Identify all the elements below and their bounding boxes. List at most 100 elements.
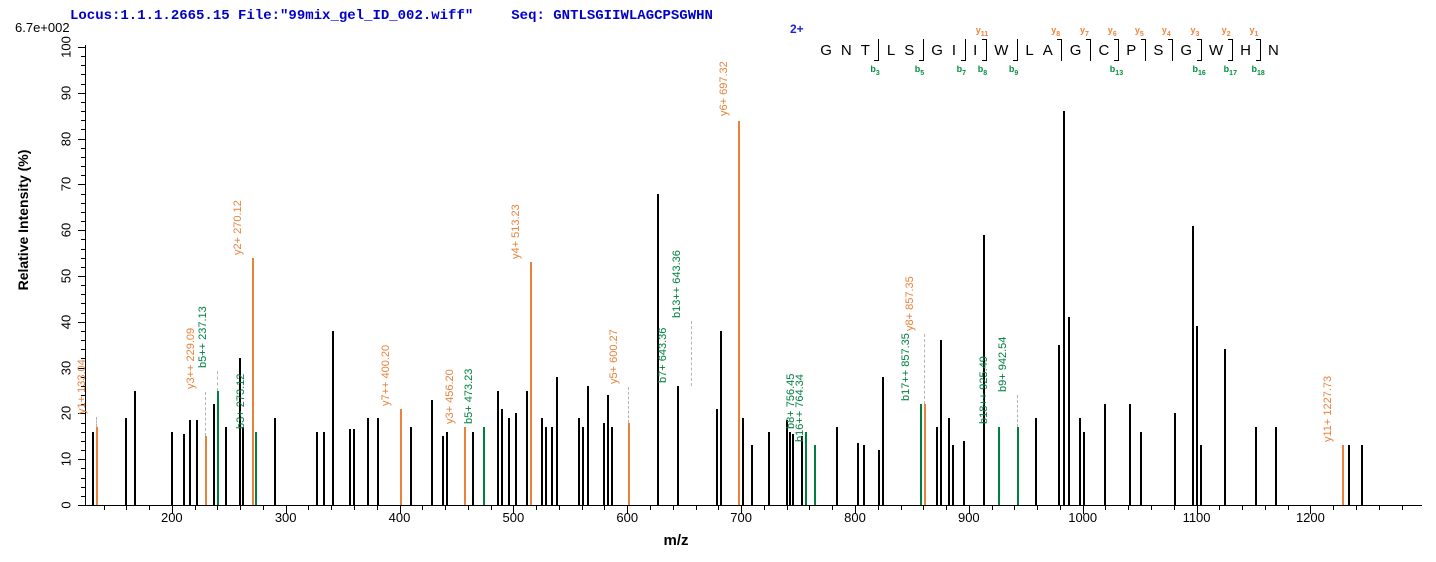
- peak: [1360, 445, 1363, 505]
- y-ion-arm: [1227, 39, 1233, 40]
- peak: [376, 417, 379, 505]
- residue-letter: L: [886, 41, 896, 59]
- peak: [785, 420, 788, 505]
- y-major-tick: [78, 276, 85, 277]
- x-major-tick: [1310, 506, 1312, 514]
- peak-label: y3++ 229.09: [184, 328, 197, 390]
- x-minor-tick: [650, 506, 652, 510]
- x-tick-label: 1100: [1182, 510, 1211, 525]
- x-minor-tick: [1378, 506, 1380, 510]
- peak-label: b5+ 473.23: [462, 368, 475, 425]
- y-ion-arm: [1196, 39, 1202, 40]
- x-minor-tick: [672, 506, 674, 510]
- x-tick-label: 600: [616, 510, 639, 525]
- x-axis-line: [85, 505, 1422, 506]
- peak: [1017, 427, 1020, 505]
- peak: [581, 427, 584, 505]
- peak: [1083, 431, 1086, 505]
- b-ion-label: b5: [914, 64, 925, 77]
- y-ion-label: y4: [1161, 25, 1171, 38]
- peak: [963, 440, 966, 505]
- x-minor-tick: [695, 506, 697, 510]
- x-minor-tick: [1333, 506, 1335, 510]
- residue-letter: C: [1098, 41, 1110, 59]
- peak: [446, 431, 449, 505]
- peak: [882, 376, 885, 505]
- y-minor-tick: [81, 175, 85, 177]
- peak: [801, 436, 804, 505]
- x-minor-tick: [558, 506, 560, 510]
- x-minor-tick: [467, 506, 469, 510]
- header-line: Locus:1.1.1.2665.15 File:"99mix_gel_ID_0…: [70, 8, 713, 24]
- boundary-line: [878, 39, 880, 61]
- x-major-tick: [513, 506, 515, 514]
- x-minor-tick: [1264, 506, 1266, 510]
- peak-label: b9+ 942.54: [997, 336, 1010, 393]
- residue-letter: T: [860, 41, 870, 59]
- b-ion-arm: [874, 60, 880, 61]
- b-ion-arm: [1255, 60, 1261, 61]
- y-minor-tick: [81, 303, 85, 305]
- peak: [862, 445, 865, 505]
- peak: [805, 431, 808, 505]
- peak: [1067, 317, 1070, 505]
- peak: [409, 427, 412, 505]
- y-ion-label: y3: [1190, 25, 1200, 38]
- y-major-tick: [78, 413, 85, 415]
- y-minor-tick: [81, 74, 85, 76]
- peak-label-leader: [690, 320, 692, 386]
- peak: [463, 427, 466, 505]
- x-minor-tick: [604, 506, 606, 510]
- peak: [1223, 349, 1226, 505]
- peak: [792, 434, 795, 505]
- y-minor-tick: [81, 312, 85, 314]
- fragment-boundary-marker: y2 b17: [1222, 25, 1237, 77]
- residue-letter: G: [931, 41, 943, 59]
- peak: [188, 420, 191, 505]
- peak: [1275, 427, 1278, 505]
- peak: [676, 385, 679, 505]
- peak: [251, 257, 254, 505]
- y-major-tick: [78, 92, 85, 94]
- y-major-tick: [78, 459, 85, 461]
- y-major-tick: [78, 47, 85, 48]
- y-minor-tick: [81, 395, 85, 397]
- peak: [587, 385, 590, 505]
- y-minor-tick: [81, 239, 85, 241]
- boundary-line: [964, 39, 966, 61]
- x-minor-tick: [262, 506, 264, 510]
- y-minor-tick: [81, 166, 85, 168]
- peak: [788, 431, 791, 505]
- peak: [1057, 344, 1060, 505]
- peak: [95, 427, 98, 505]
- y-minor-tick: [81, 468, 85, 470]
- x-major-tick: [285, 506, 287, 514]
- x-major-tick: [1082, 506, 1084, 514]
- fragment-boundary-marker: b5: [915, 38, 927, 77]
- y-ion-label: y5: [1134, 25, 1144, 38]
- peak-label-leader: [216, 370, 218, 391]
- peak-label: y4+ 513.23: [509, 204, 522, 260]
- y-minor-tick: [81, 257, 85, 259]
- y-minor-tick: [81, 440, 85, 442]
- peak-label: y6+ 697.32: [718, 61, 732, 118]
- peak: [525, 390, 528, 505]
- y-ion-arm: [1057, 39, 1063, 40]
- y-minor-tick: [81, 56, 85, 58]
- y-minor-tick: [81, 83, 85, 85]
- y-tick-label: 80: [58, 131, 74, 146]
- boundary-line: [922, 39, 924, 61]
- y-axis-line: [85, 45, 86, 506]
- boundary-line: [1231, 39, 1233, 61]
- fragment-boundary-marker: y7: [1080, 25, 1094, 62]
- y-tick-label: 10: [58, 451, 74, 467]
- y-ion-label: y1: [1249, 25, 1259, 38]
- x-minor-tick: [1128, 506, 1130, 510]
- x-major-tick: [627, 506, 629, 514]
- peak: [134, 390, 137, 505]
- peak: [835, 427, 838, 505]
- residue-letter: H: [1240, 41, 1252, 59]
- y-major-tick: [78, 230, 85, 232]
- x-minor-tick: [900, 506, 902, 510]
- peak: [514, 413, 517, 505]
